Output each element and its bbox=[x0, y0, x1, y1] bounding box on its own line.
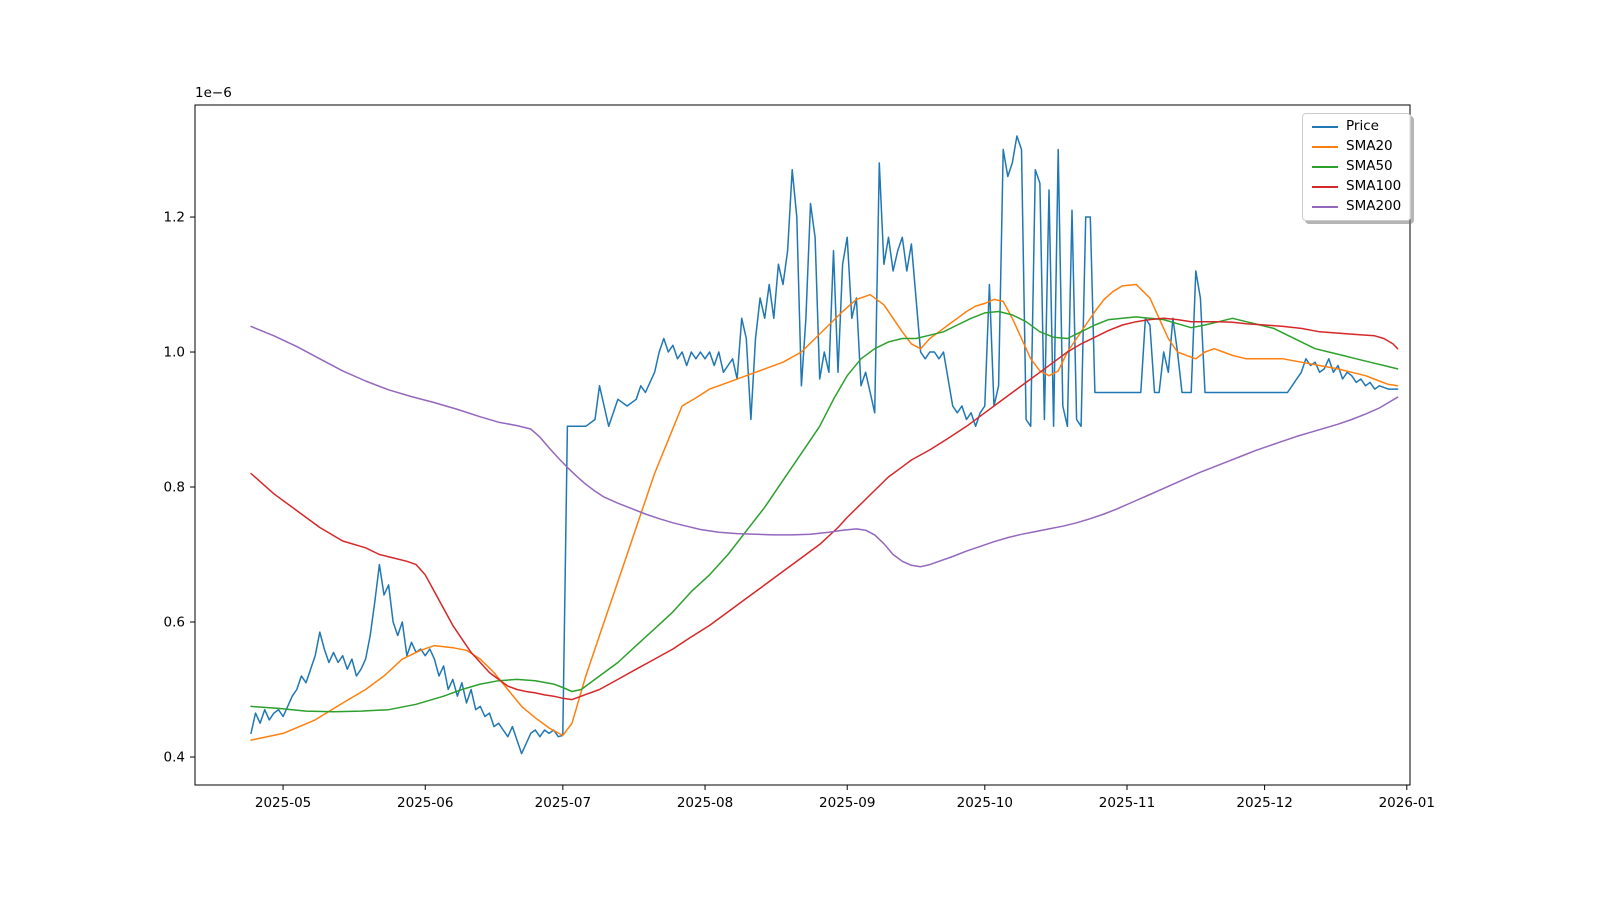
series-line-sma100 bbox=[250, 317, 1399, 701]
legend-line-sample-icon bbox=[1312, 125, 1338, 128]
axes-frame bbox=[194, 104, 1411, 786]
y-axis-offset-label: 1e−6 bbox=[195, 85, 232, 101]
x-tick-label: 2025-05 bbox=[255, 795, 311, 811]
legend: Price SMA20 SMA50 SMA100 SMA200 bbox=[1302, 113, 1412, 221]
legend-line-sample-icon bbox=[1312, 165, 1338, 168]
legend-label: SMA50 bbox=[1346, 158, 1393, 174]
y-tick-label: 1.2 bbox=[164, 210, 185, 226]
y-tick-label: 0.8 bbox=[164, 480, 185, 496]
legend-line-sample-icon bbox=[1312, 145, 1338, 148]
x-tick-label: 2025-07 bbox=[535, 795, 591, 811]
series-line-sma20 bbox=[250, 283, 1399, 741]
y-tick-label: 0.6 bbox=[164, 615, 185, 631]
legend-item: SMA200 bbox=[1312, 199, 1401, 214]
x-tick-label: 2025-10 bbox=[957, 795, 1013, 811]
legend-item: Price bbox=[1312, 119, 1401, 134]
series-line-sma50 bbox=[250, 310, 1399, 713]
legend-item: SMA20 bbox=[1312, 139, 1401, 154]
x-tick-label: 2025-11 bbox=[1099, 795, 1155, 811]
legend-item: SMA100 bbox=[1312, 179, 1401, 194]
y-tick-label: 0.4 bbox=[164, 749, 185, 765]
legend-line-sample-icon bbox=[1312, 205, 1338, 208]
legend-line-sample-icon bbox=[1312, 185, 1338, 188]
legend-label: SMA200 bbox=[1346, 198, 1402, 214]
y-tick-label: 1.0 bbox=[164, 345, 185, 361]
series-line-price bbox=[250, 135, 1399, 755]
x-tick-label: 2025-09 bbox=[819, 795, 875, 811]
x-tick-label: 2025-12 bbox=[1236, 795, 1292, 811]
legend-label: SMA20 bbox=[1346, 138, 1393, 154]
series-line-sma200 bbox=[250, 325, 1399, 568]
x-tick-label: 2026-01 bbox=[1379, 795, 1435, 811]
legend-label: SMA100 bbox=[1346, 178, 1402, 194]
x-tick-label: 2025-08 bbox=[677, 795, 733, 811]
legend-label: Price bbox=[1346, 118, 1379, 134]
legend-item: SMA50 bbox=[1312, 159, 1401, 174]
x-tick-label: 2025-06 bbox=[397, 795, 453, 811]
